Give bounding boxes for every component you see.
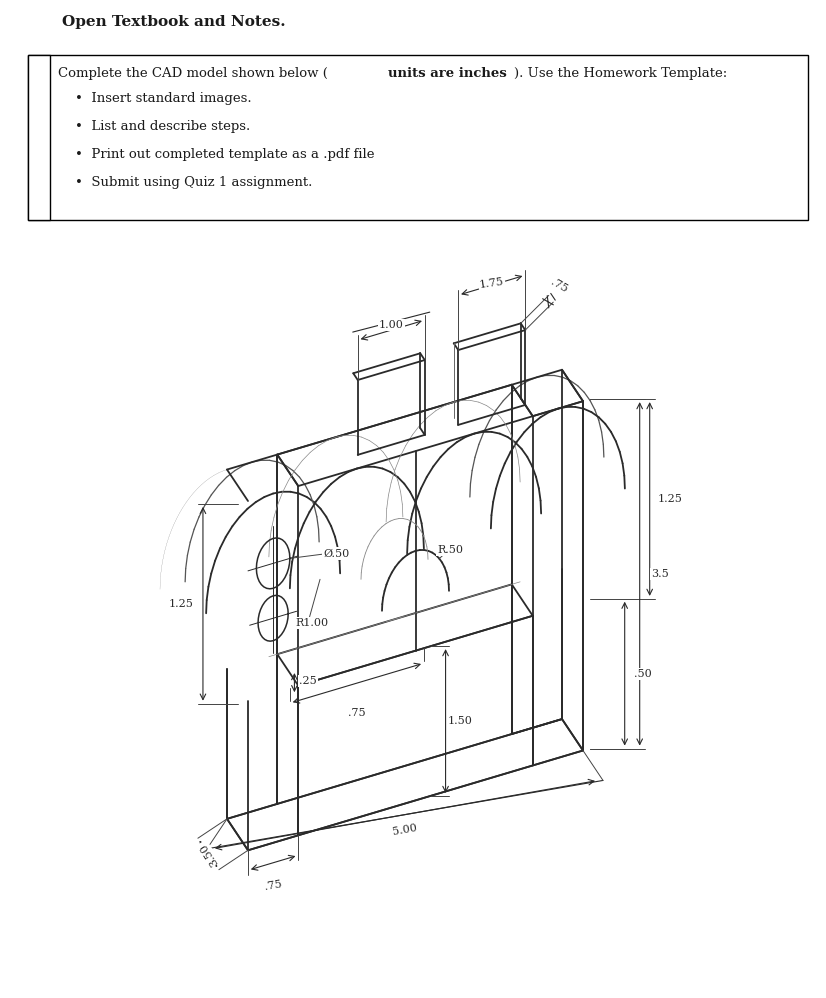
Bar [28,55,808,220]
Bar [28,55,50,220]
Text: •  Print out completed template as a .pdf file: • Print out completed template as a .pdf… [75,148,374,161]
Text: 1.25: 1.25 [169,599,193,609]
Text: units are inches: units are inches [388,67,506,80]
Text: .75: .75 [548,276,569,294]
Text: 1.50: 1.50 [449,716,473,727]
Text: R.50: R.50 [438,545,463,555]
Text: 1.75: 1.75 [479,276,505,289]
Text: ). Use the Homework Template:: ). Use the Homework Template: [514,67,727,80]
Text: .75: .75 [348,708,366,719]
Text: Complete the CAD model shown below (: Complete the CAD model shown below ( [58,67,328,80]
Text: Ø.50: Ø.50 [324,548,349,559]
Text: •  Insert standard images.: • Insert standard images. [75,92,252,105]
Text: •  List and describe steps.: • List and describe steps. [75,120,250,133]
Text: Open Textbook and Notes.: Open Textbook and Notes. [62,15,286,29]
Text: 1.25: 1.25 [657,494,682,504]
Text: 3.50: 3.50 [197,840,220,867]
Text: R1.00: R1.00 [295,618,328,629]
Text: .50: .50 [634,669,652,679]
Text: .25: .25 [299,676,317,687]
Text: .75: .75 [263,879,282,891]
Text: 1.00: 1.00 [379,320,404,330]
Text: •  Submit using Quiz 1 assignment.: • Submit using Quiz 1 assignment. [75,176,312,189]
Text: 3.5: 3.5 [651,569,668,579]
Text: 5.00: 5.00 [392,822,418,836]
